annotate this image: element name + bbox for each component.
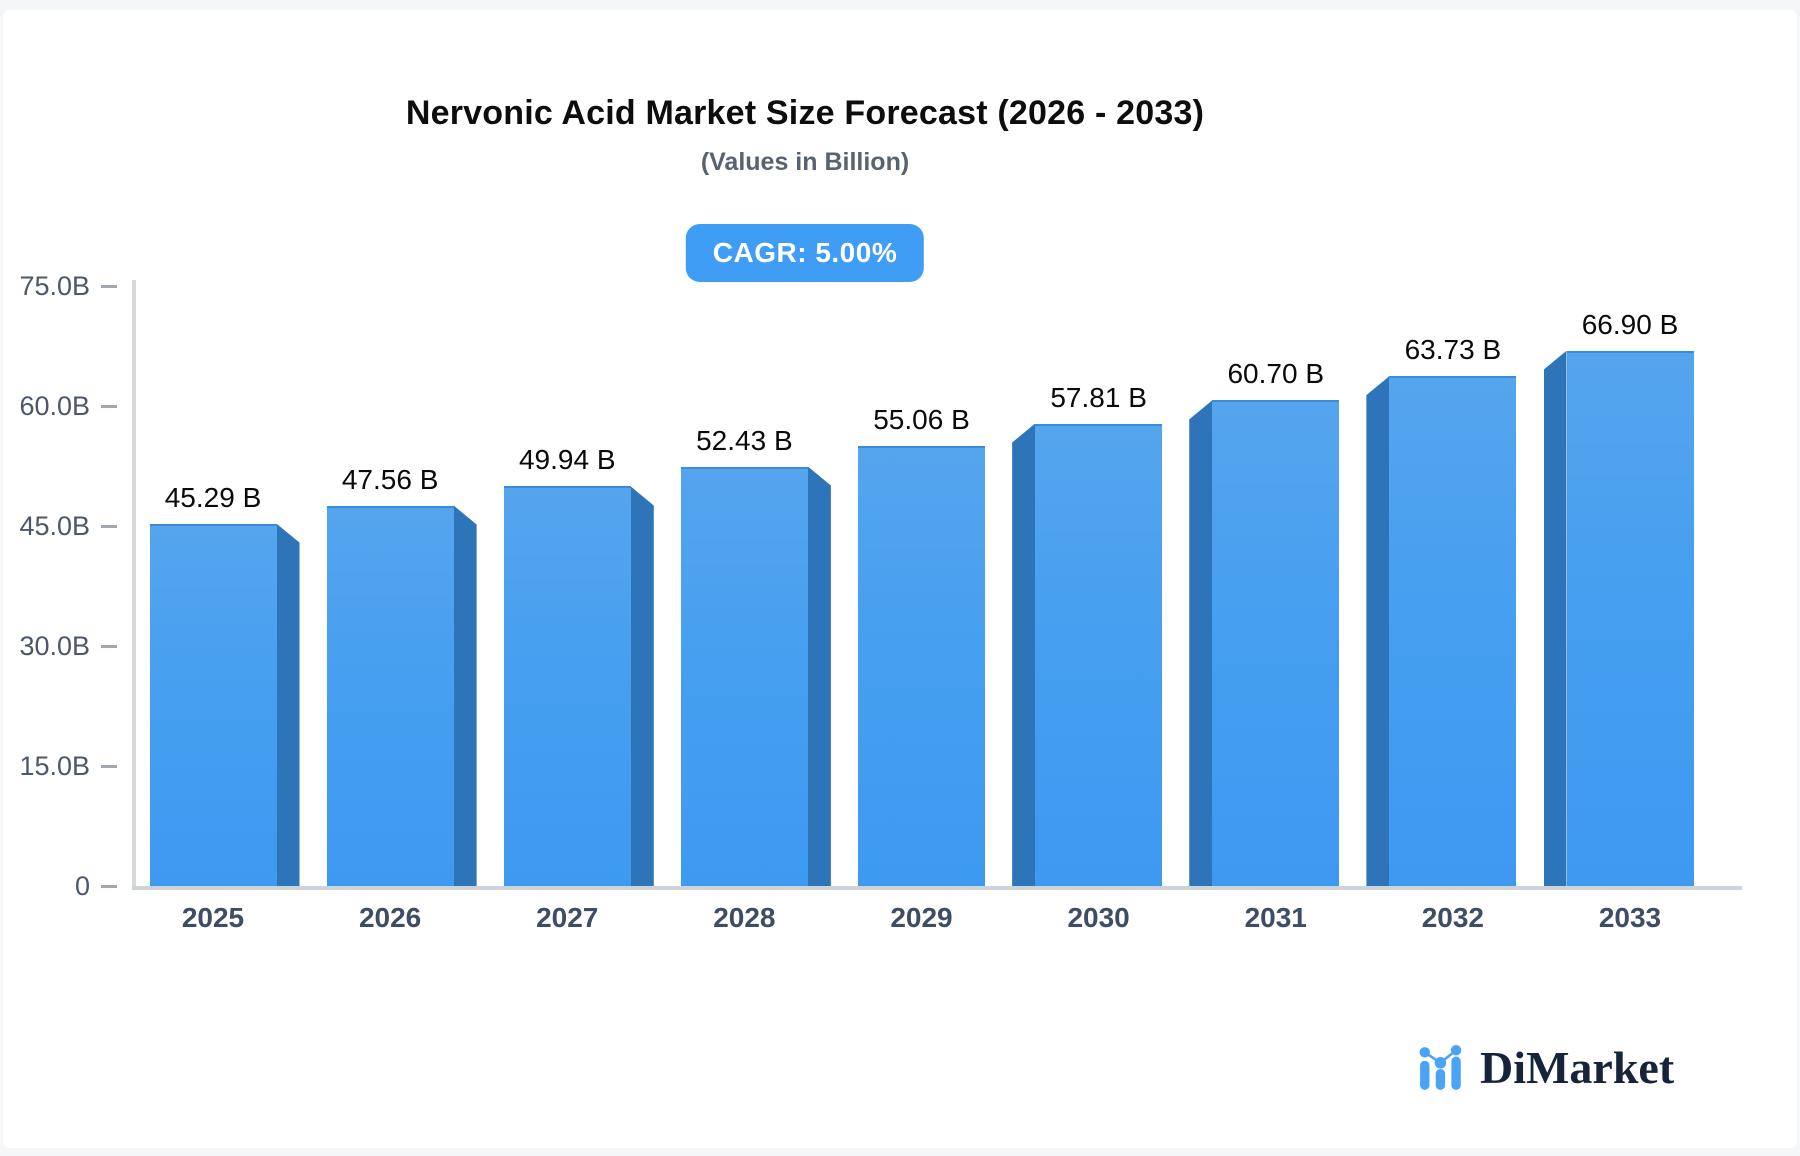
y-axis-tick-label: 75.0B — [19, 271, 90, 301]
x-axis-category-label: 2027 — [536, 902, 599, 933]
logo-text: DiMarket — [1480, 1042, 1675, 1093]
bar-3d-side-face — [807, 466, 831, 886]
bar-value-label: 57.81 B — [1050, 381, 1147, 413]
bar-3d-side-face — [1366, 376, 1390, 886]
bar-2025 — [149, 523, 277, 886]
bar-3d-side-face — [276, 523, 300, 886]
chart-subtitle: (Values in Billion) — [700, 148, 910, 176]
bar-3d-side-face — [1543, 350, 1567, 886]
bar-value-label: 60.70 B — [1227, 358, 1325, 390]
cagr-badge: CAGR: 5.00% — [685, 224, 925, 282]
bar-value-label: 45.29 B — [164, 481, 262, 513]
x-axis-category-label: 2029 — [890, 902, 953, 933]
bar-2031 — [1212, 400, 1340, 886]
logo-bar-line-chart-icon — [1419, 1045, 1462, 1090]
bar-3d-side-face — [1189, 400, 1213, 886]
x-axis-category-label: 2032 — [1421, 902, 1485, 933]
x-axis-category-label: 2031 — [1244, 902, 1307, 933]
y-axis-tick-label: 15.0B — [19, 751, 90, 781]
y-axis-tick-mark — [101, 525, 117, 528]
bar-2027 — [503, 486, 631, 886]
bar-3d-side-face — [453, 505, 477, 886]
y-axis-tick-mark — [101, 405, 117, 408]
y-axis-tick-mark — [101, 285, 117, 288]
bar-value-label: 66.90 B — [1581, 308, 1679, 340]
bar-value-label: 52.43 B — [696, 424, 793, 456]
bar-value-label: 63.73 B — [1404, 334, 1502, 366]
y-axis-tick-label: 0 — [74, 871, 90, 901]
y-axis-tick-label: 45.0B — [19, 511, 90, 541]
bar-value-label: 49.94 B — [518, 444, 616, 476]
x-axis-category-label: 2026 — [358, 902, 422, 933]
bar-2026 — [326, 505, 454, 886]
bar-2032 — [1389, 376, 1517, 886]
y-axis-tick-mark — [101, 885, 117, 888]
x-axis-category-label: 2030 — [1067, 902, 1130, 933]
y-axis-line — [132, 280, 136, 890]
bar-value-label: 55.06 B — [873, 403, 970, 435]
y-axis-tick-mark — [101, 765, 117, 768]
bar-3d-side-face — [630, 486, 654, 886]
bar-2028 — [680, 466, 808, 886]
bar-2033 — [1566, 350, 1694, 886]
x-axis-category-label: 2028 — [713, 902, 776, 933]
bar-value-label: 47.56 B — [341, 463, 439, 495]
x-axis-category-label: 2025 — [181, 902, 245, 933]
brand-logo: DiMarket — [1418, 1042, 1674, 1094]
chart-title: Nervonic Acid Market Size Forecast (2026… — [405, 94, 1205, 132]
y-axis-tick-mark — [101, 645, 117, 648]
x-axis-category-label: 2033 — [1598, 902, 1662, 933]
bar-2030 — [1035, 423, 1163, 886]
bar-2029 — [858, 445, 985, 886]
x-axis-baseline — [132, 886, 1742, 890]
y-axis-tick-label: 30.0B — [19, 631, 90, 661]
y-axis-tick-label: 60.0B — [19, 391, 90, 421]
bar-3d-side-face — [1012, 423, 1036, 886]
